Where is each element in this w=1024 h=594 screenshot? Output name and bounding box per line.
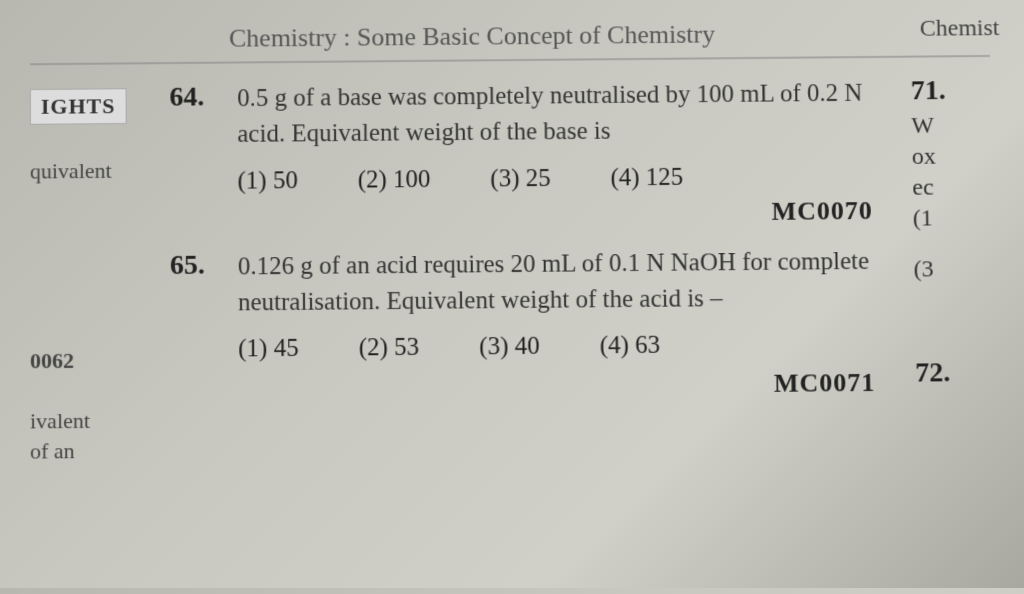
option: (3) 40 [479, 333, 540, 362]
question-code: MC0071 [774, 368, 876, 399]
question-code: MC0070 [771, 196, 873, 227]
right-column: 71. W ox ec (1 (3 72. [901, 75, 997, 457]
option: (4) 125 [610, 163, 683, 192]
corner-label: Chemist [920, 15, 1000, 42]
option: (1) 45 [238, 335, 299, 364]
margin-word: quivalent [30, 157, 170, 184]
options-row: (1) 45 (2) 53 (3) 40 (4) 63 [238, 330, 905, 364]
text-fragment: ec [912, 174, 992, 202]
option: (4) 63 [600, 332, 661, 361]
question-65: 65. 0.126 g of an acid requires 20 mL of… [170, 243, 905, 364]
chapter-title: Chemistry : Some Basic Concept of Chemis… [229, 20, 715, 54]
text-fragment: (3 [913, 256, 993, 284]
margin-word: ivalent [30, 407, 170, 434]
text-fragment: ox [912, 143, 992, 171]
left-margin: IGHTS quivalent 0062 ivalent of an [30, 82, 171, 465]
question-number: 64. [169, 81, 221, 153]
option: (2) 100 [358, 166, 431, 195]
margin-code: 0062 [30, 347, 170, 374]
question-number: 65. [170, 249, 222, 322]
margin-box-label: IGHTS [30, 88, 126, 125]
option: (1) 50 [237, 167, 297, 195]
text-fragment: W [911, 112, 991, 140]
text-fragment: (1 [913, 205, 993, 233]
option: (3) 25 [490, 165, 551, 193]
question-number-partial: 71. [911, 75, 991, 107]
divider [30, 55, 990, 65]
main-column: 64. 0.5 g of a base was completely neutr… [169, 76, 906, 464]
question-number-partial: 72. [915, 357, 996, 390]
question-64: 64. 0.5 g of a base was completely neutr… [169, 76, 902, 196]
question-text: 0.5 g of a base was completely neutralis… [237, 76, 902, 154]
margin-word: of an [30, 437, 170, 464]
option: (2) 53 [359, 334, 420, 363]
question-text: 0.126 g of an acid requires 20 mL of 0.1… [238, 243, 905, 321]
options-row: (1) 50 (2) 100 (3) 25 (4) 125 [237, 161, 902, 195]
